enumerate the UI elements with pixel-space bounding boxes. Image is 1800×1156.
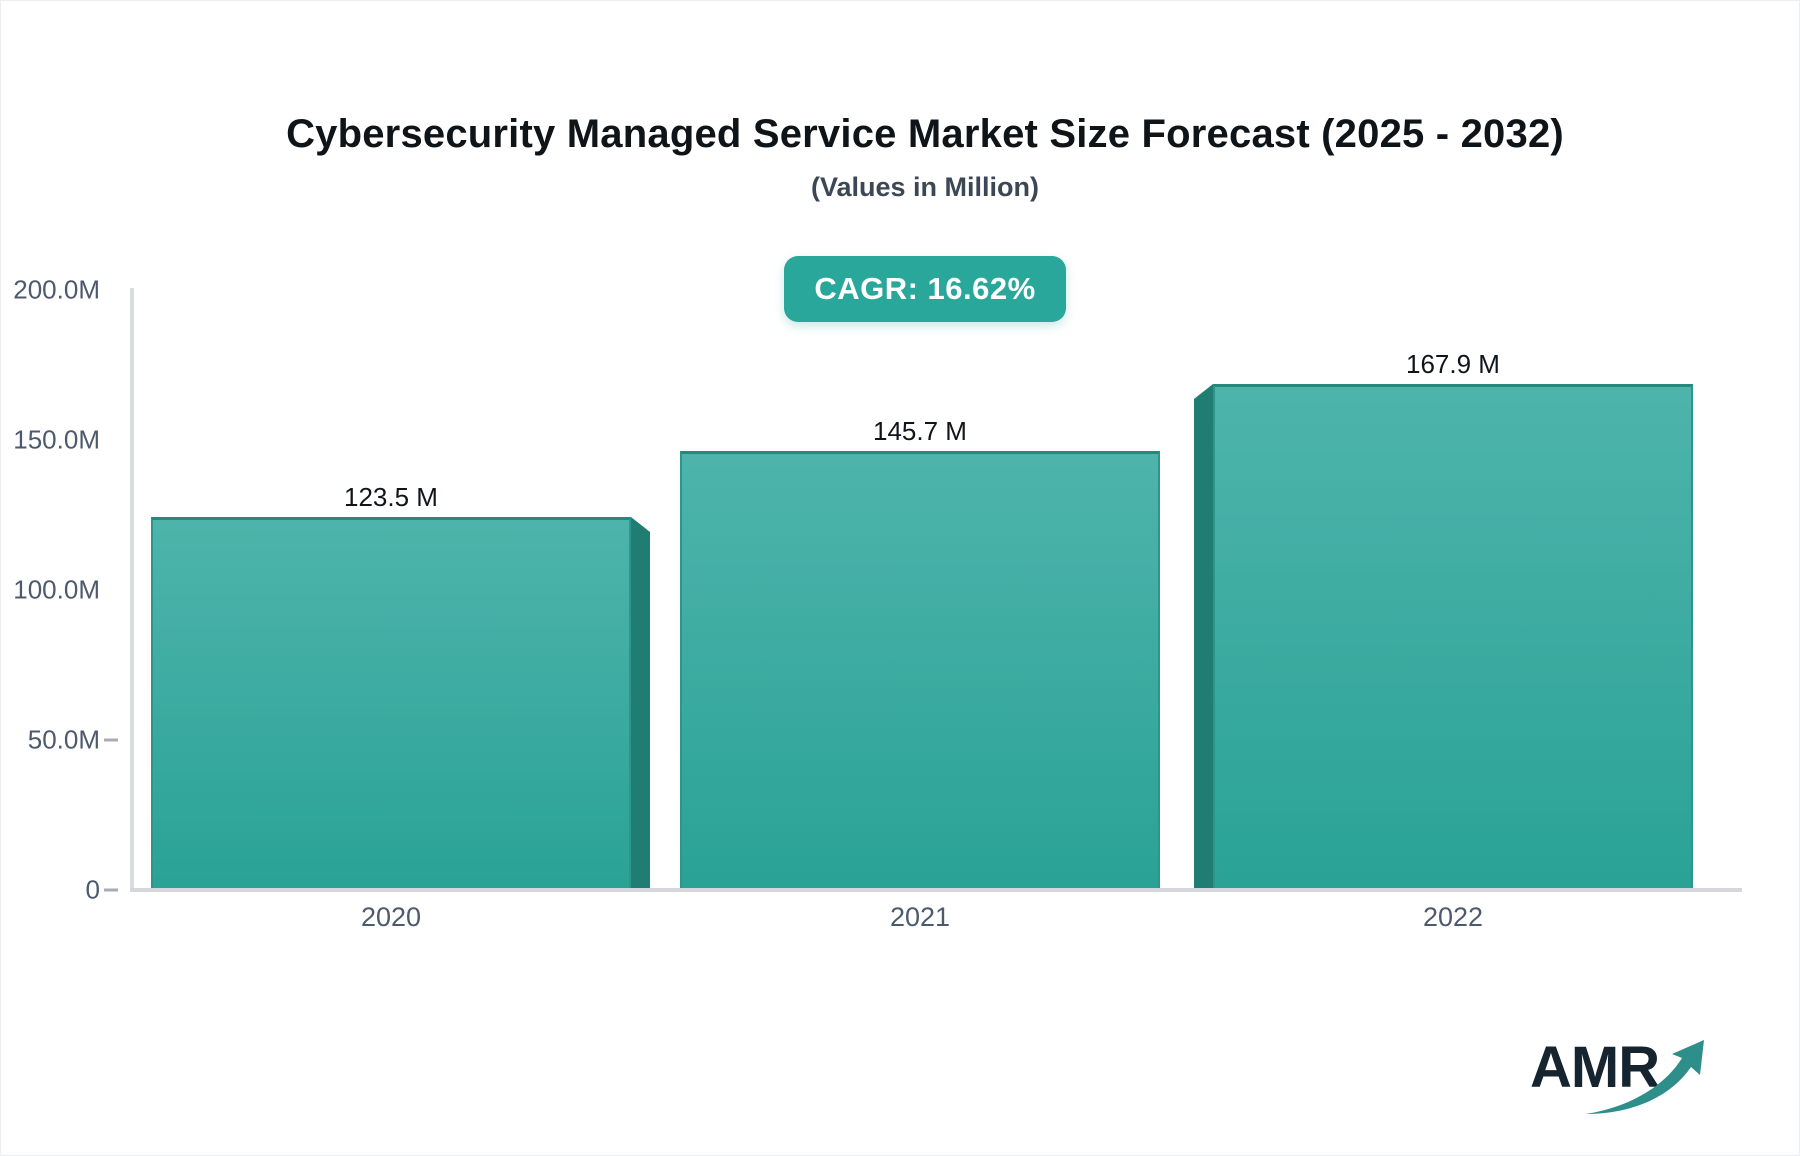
bar-3d-side <box>1194 384 1213 888</box>
x-axis-label: 2021 <box>889 902 951 932</box>
amr-logo: AMR <box>1524 1032 1724 1122</box>
cagr-badge: CAGR: 16.62% <box>784 256 1066 322</box>
y-tick-label: 0 <box>85 874 100 905</box>
bar-value-label: 123.5 M <box>344 482 438 512</box>
bar-3d-side <box>631 517 650 888</box>
y-tick-label: 150.0M <box>13 424 100 455</box>
bar-2021[interactable] <box>680 451 1160 888</box>
y-tick-label: 100.0M <box>13 574 100 605</box>
bar-value-label: 145.7 M <box>873 416 967 446</box>
bar-2020[interactable] <box>151 517 631 888</box>
y-axis-line <box>130 288 134 892</box>
chart-subtitle: (Values in Million) <box>810 172 1040 202</box>
y-tick-dash <box>104 738 118 742</box>
x-axis-label: 2020 <box>360 902 422 932</box>
x-axis-label: 2022 <box>1422 902 1484 932</box>
bar-value-label: 167.9 M <box>1406 349 1500 379</box>
bar-2022[interactable] <box>1213 384 1693 888</box>
growth-arrow-icon <box>1586 1040 1704 1114</box>
y-tick-dash <box>104 888 118 892</box>
amr-logo-text: AMR <box>1530 1035 1660 1100</box>
x-axis-line <box>130 888 1742 892</box>
y-tick-label: 200.0M <box>13 274 100 305</box>
y-tick-label: 50.0M <box>27 724 100 755</box>
chart-title: Cybersecurity Managed Service Market Siz… <box>286 112 1564 156</box>
